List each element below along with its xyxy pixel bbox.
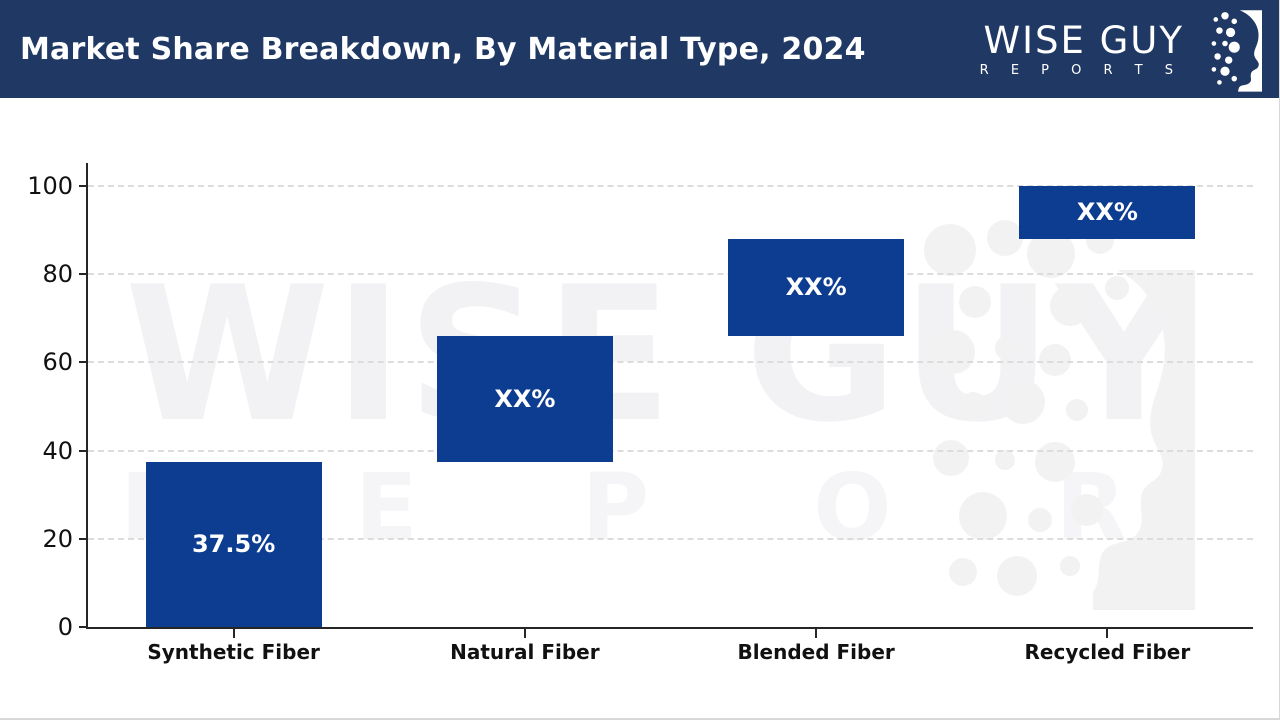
bar-natural-fiber: XX% xyxy=(436,335,613,462)
x-axis-tick xyxy=(232,629,235,638)
y-gridline xyxy=(88,273,1253,276)
y-axis-line xyxy=(86,163,88,629)
x-axis-tick xyxy=(523,629,526,638)
y-axis-tick-label: 60 xyxy=(42,348,73,377)
brand-subname: R E P O R T S xyxy=(979,62,1182,78)
y-axis-tick xyxy=(79,626,88,628)
y-gridline xyxy=(88,361,1253,364)
y-axis-tick-label: 80 xyxy=(42,260,73,289)
x-axis-category-label: Blended Fiber xyxy=(737,640,895,664)
y-axis-tick xyxy=(79,449,88,452)
x-axis-category-label: Recycled Fiber xyxy=(1024,640,1191,664)
y-axis-tick-label: 40 xyxy=(42,436,73,465)
y-axis-tick xyxy=(79,185,88,187)
x-axis-category-label: Natural Fiber xyxy=(450,640,600,664)
bar-blended-fiber: XX% xyxy=(728,238,905,336)
header-bar: Market Share Breakdown, By Material Type… xyxy=(0,0,1279,98)
brand-name: WISE GUY xyxy=(983,19,1184,63)
bar-value-label: 37.5% xyxy=(191,530,276,559)
x-axis-tick xyxy=(815,629,818,638)
y-axis-tick-label: 0 xyxy=(57,613,73,641)
y-axis-tick xyxy=(79,273,88,276)
y-gridline xyxy=(88,185,1253,187)
y-axis-tick xyxy=(79,537,88,540)
brand-logo-text: WISE GUY R E P O R T S xyxy=(979,19,1184,78)
x-axis-category-label: Synthetic Fiber xyxy=(147,640,320,664)
bar-value-label: XX% xyxy=(494,384,556,413)
y-axis-tick xyxy=(79,361,88,364)
x-axis-tick xyxy=(1106,629,1109,638)
bar-recycled-fiber: XX% xyxy=(1019,186,1196,239)
brand-face-icon xyxy=(1211,10,1262,92)
y-gridline xyxy=(88,449,1253,452)
bar-value-label: XX% xyxy=(1076,198,1138,227)
y-axis-tick-label: 20 xyxy=(42,524,73,553)
brand-logo: WISE GUY R E P O R T S xyxy=(980,8,1262,92)
bar-value-label: XX% xyxy=(785,273,847,302)
y-axis-tick-label: 100 xyxy=(27,172,73,200)
y-gridline xyxy=(88,537,1253,540)
bar-synthetic-fiber: 37.5% xyxy=(145,461,322,627)
page-title: Market Share Breakdown, By Material Type… xyxy=(20,31,866,67)
x-axis-line xyxy=(86,627,1253,629)
watermark-face-icon xyxy=(924,220,1195,610)
